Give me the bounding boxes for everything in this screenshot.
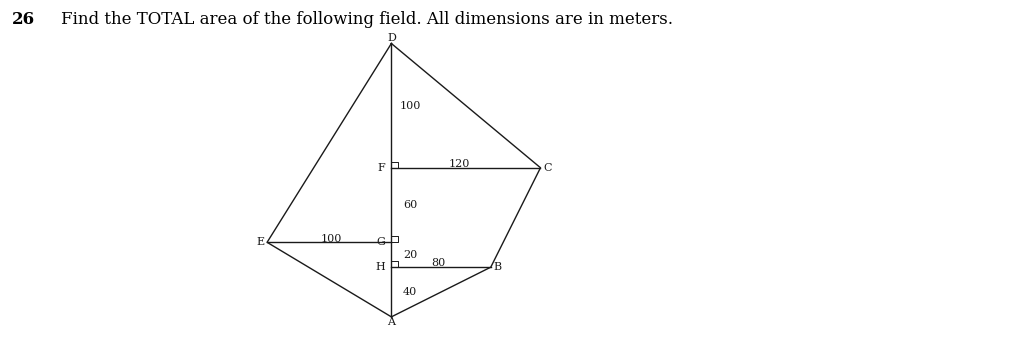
Text: 100: 100	[399, 100, 421, 111]
Text: Find the TOTAL area of the following field. All dimensions are in meters.: Find the TOTAL area of the following fie…	[61, 11, 674, 28]
Text: D: D	[387, 33, 396, 43]
Text: 20: 20	[402, 250, 417, 260]
Text: F: F	[378, 163, 385, 173]
Text: 100: 100	[322, 234, 342, 244]
Text: 60: 60	[402, 200, 417, 210]
Text: 80: 80	[431, 258, 445, 268]
Text: 40: 40	[402, 287, 417, 297]
Text: A: A	[387, 317, 395, 327]
Text: E: E	[256, 237, 264, 247]
Text: H: H	[376, 262, 385, 272]
Text: G: G	[376, 237, 385, 247]
Text: C: C	[543, 163, 552, 173]
Text: B: B	[494, 262, 502, 272]
Text: 26: 26	[12, 11, 36, 28]
Text: 120: 120	[449, 159, 470, 169]
